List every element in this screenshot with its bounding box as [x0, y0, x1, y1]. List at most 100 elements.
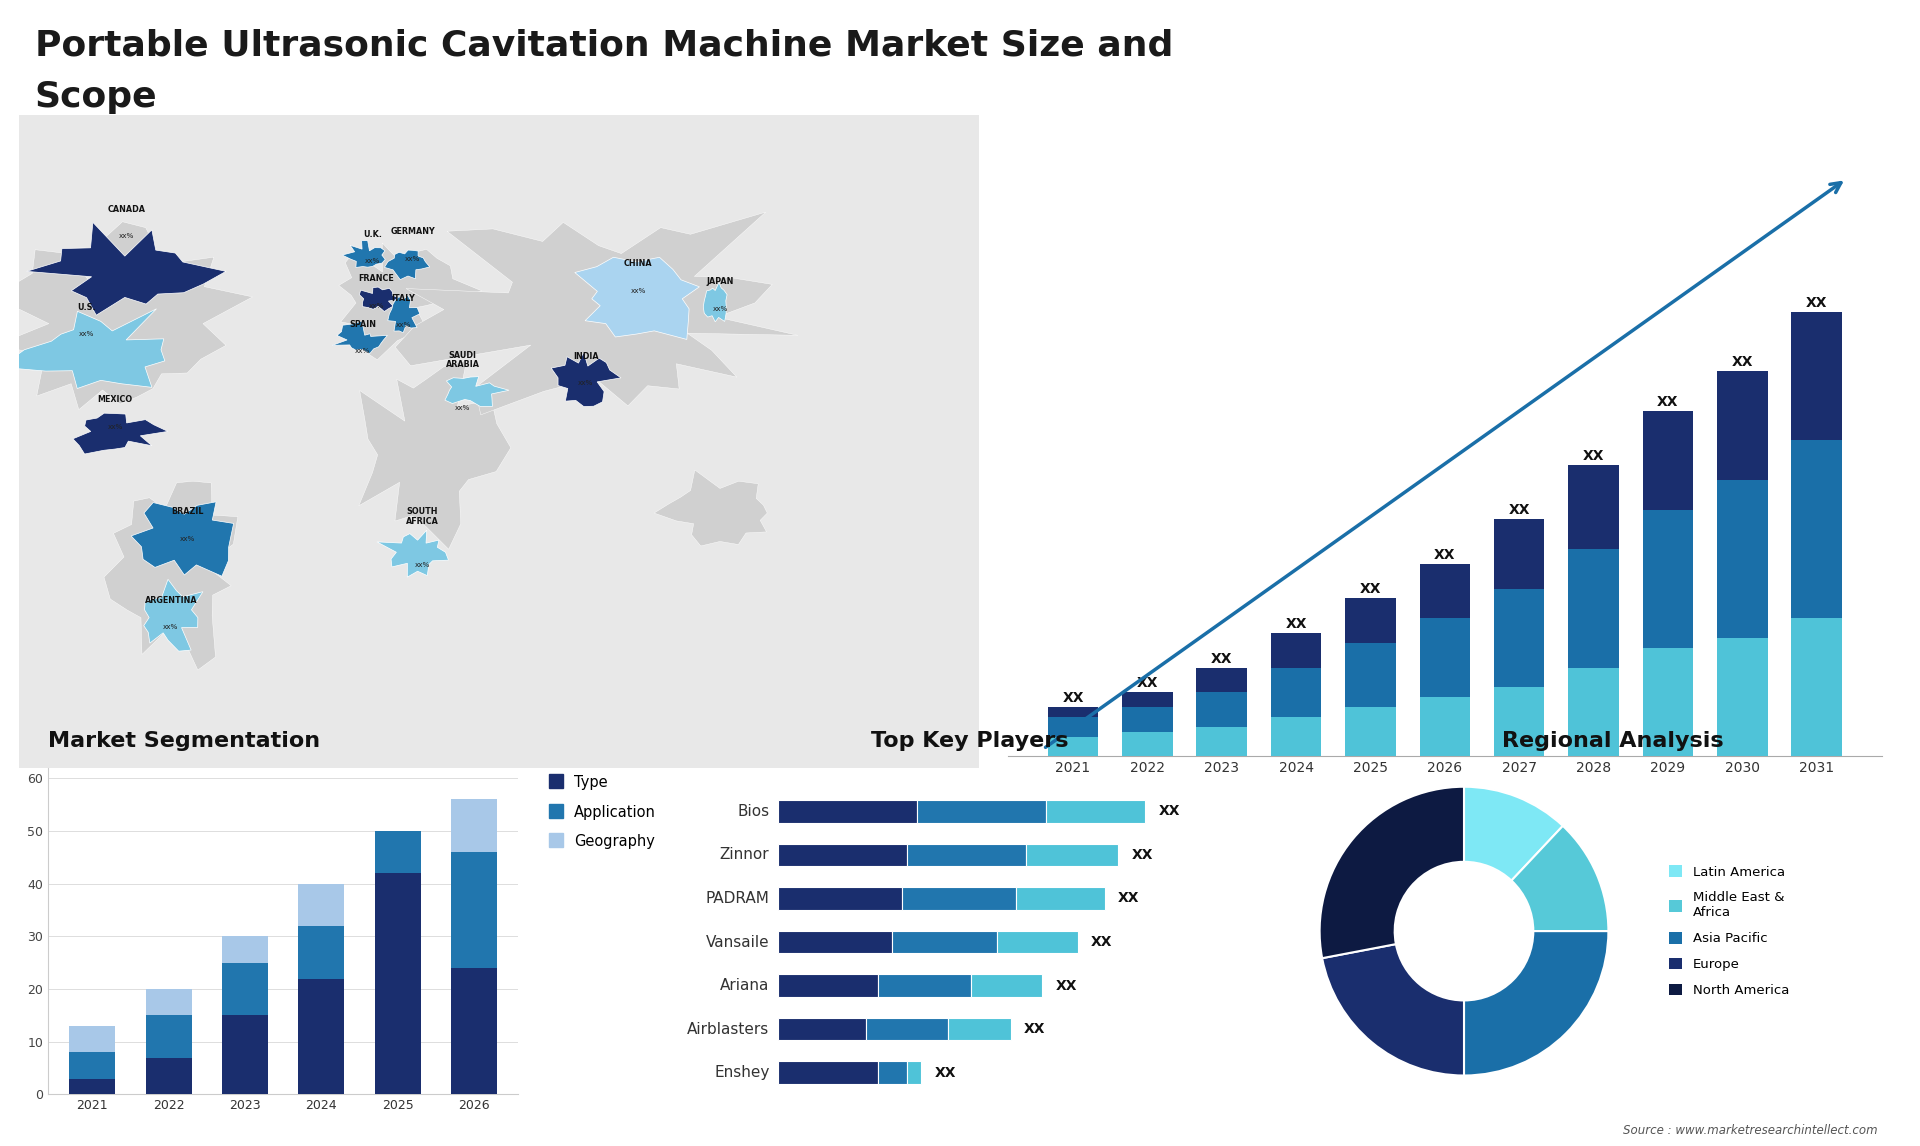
Text: XX: XX [1056, 979, 1077, 992]
Text: XX: XX [1137, 676, 1158, 690]
Polygon shape [27, 222, 227, 315]
Text: SPAIN: SPAIN [349, 320, 376, 329]
Bar [1716, 480, 1768, 638]
Text: xx%: xx% [405, 256, 420, 261]
Polygon shape [73, 414, 167, 454]
Text: MARKET
RESEARCH
INTELLECT: MARKET RESEARCH INTELLECT [1724, 44, 1789, 80]
Bar [778, 931, 891, 953]
Bar [146, 1015, 192, 1058]
Text: xx%: xx% [455, 406, 470, 411]
Bar [374, 831, 420, 873]
Bar [451, 800, 497, 853]
Bar [223, 936, 269, 963]
Text: XX: XX [1023, 1022, 1046, 1036]
Text: XX: XX [1117, 892, 1140, 905]
Polygon shape [574, 257, 699, 339]
Bar [298, 884, 344, 926]
Text: Zinnor: Zinnor [720, 847, 770, 863]
Bar [1016, 887, 1104, 910]
Bar [1196, 667, 1246, 692]
Polygon shape [703, 282, 728, 322]
Wedge shape [1463, 787, 1563, 880]
Bar [906, 843, 1025, 866]
Bar [906, 1061, 922, 1084]
Text: xx%: xx% [79, 331, 94, 337]
Bar [1791, 618, 1841, 756]
Text: XX: XX [1212, 652, 1233, 666]
Text: Vansaile: Vansaile [707, 934, 770, 950]
Bar [877, 974, 970, 997]
Bar [1048, 717, 1098, 737]
Polygon shape [342, 241, 386, 267]
Bar [1569, 465, 1619, 549]
Bar [1419, 618, 1471, 697]
Bar [1791, 312, 1841, 440]
Bar [1196, 727, 1246, 756]
Bar [1644, 510, 1693, 647]
Bar [1569, 667, 1619, 756]
Bar [1419, 697, 1471, 756]
Polygon shape [359, 360, 511, 549]
Polygon shape [0, 221, 253, 409]
Polygon shape [338, 243, 482, 360]
Text: Airblasters: Airblasters [687, 1021, 770, 1037]
Text: XX: XX [1091, 935, 1114, 949]
Polygon shape [131, 502, 234, 576]
Bar [298, 926, 344, 979]
Text: xx%: xx% [108, 424, 123, 430]
Bar [1271, 667, 1321, 717]
Text: xx%: xx% [355, 348, 371, 354]
Bar [778, 1061, 877, 1084]
Text: XX: XX [1732, 355, 1753, 369]
Bar [970, 974, 1043, 997]
Text: Top Key Players: Top Key Players [872, 731, 1068, 751]
Bar [1346, 598, 1396, 643]
Text: INDIA: INDIA [572, 352, 599, 361]
Bar [1196, 692, 1246, 727]
Text: xx%: xx% [396, 322, 411, 328]
Polygon shape [551, 352, 620, 407]
Text: FRANCE: FRANCE [359, 274, 394, 283]
Text: xx%: xx% [163, 625, 179, 630]
Bar [778, 800, 918, 823]
Bar [1121, 707, 1173, 731]
Bar [1716, 638, 1768, 756]
Bar [877, 1061, 906, 1084]
Wedge shape [1463, 931, 1609, 1075]
Polygon shape [376, 531, 449, 578]
Wedge shape [1319, 787, 1465, 958]
Bar [1346, 707, 1396, 756]
Bar [1271, 633, 1321, 667]
Bar [69, 1078, 115, 1094]
Text: SAUDI
ARABIA: SAUDI ARABIA [445, 351, 480, 369]
Text: XX: XX [1582, 449, 1605, 463]
Bar [778, 887, 902, 910]
Text: PADRAM: PADRAM [705, 890, 770, 906]
Bar [1048, 737, 1098, 756]
Text: Scope: Scope [35, 80, 157, 115]
Text: BRAZIL: BRAZIL [171, 508, 204, 517]
Text: U.K.: U.K. [363, 229, 382, 238]
Text: Enshey: Enshey [714, 1065, 770, 1081]
Polygon shape [396, 212, 799, 415]
Text: XX: XX [935, 1066, 956, 1080]
Text: xx%: xx% [369, 303, 384, 308]
Bar [1121, 731, 1173, 756]
Polygon shape [332, 321, 388, 354]
Bar [918, 800, 1046, 823]
Bar [1271, 717, 1321, 756]
Text: Regional Analysis: Regional Analysis [1501, 731, 1724, 751]
Bar [1494, 519, 1544, 589]
Polygon shape [445, 377, 509, 407]
Polygon shape [384, 250, 430, 280]
Polygon shape [0, 308, 165, 388]
Wedge shape [1511, 826, 1609, 931]
Bar [778, 974, 877, 997]
Text: CANADA: CANADA [108, 205, 146, 214]
Text: XX: XX [1434, 548, 1455, 562]
Polygon shape [388, 296, 420, 332]
Text: ARGENTINA: ARGENTINA [144, 596, 198, 605]
Bar [1121, 692, 1173, 707]
Bar [1346, 643, 1396, 707]
Text: XX: XX [1158, 804, 1181, 818]
